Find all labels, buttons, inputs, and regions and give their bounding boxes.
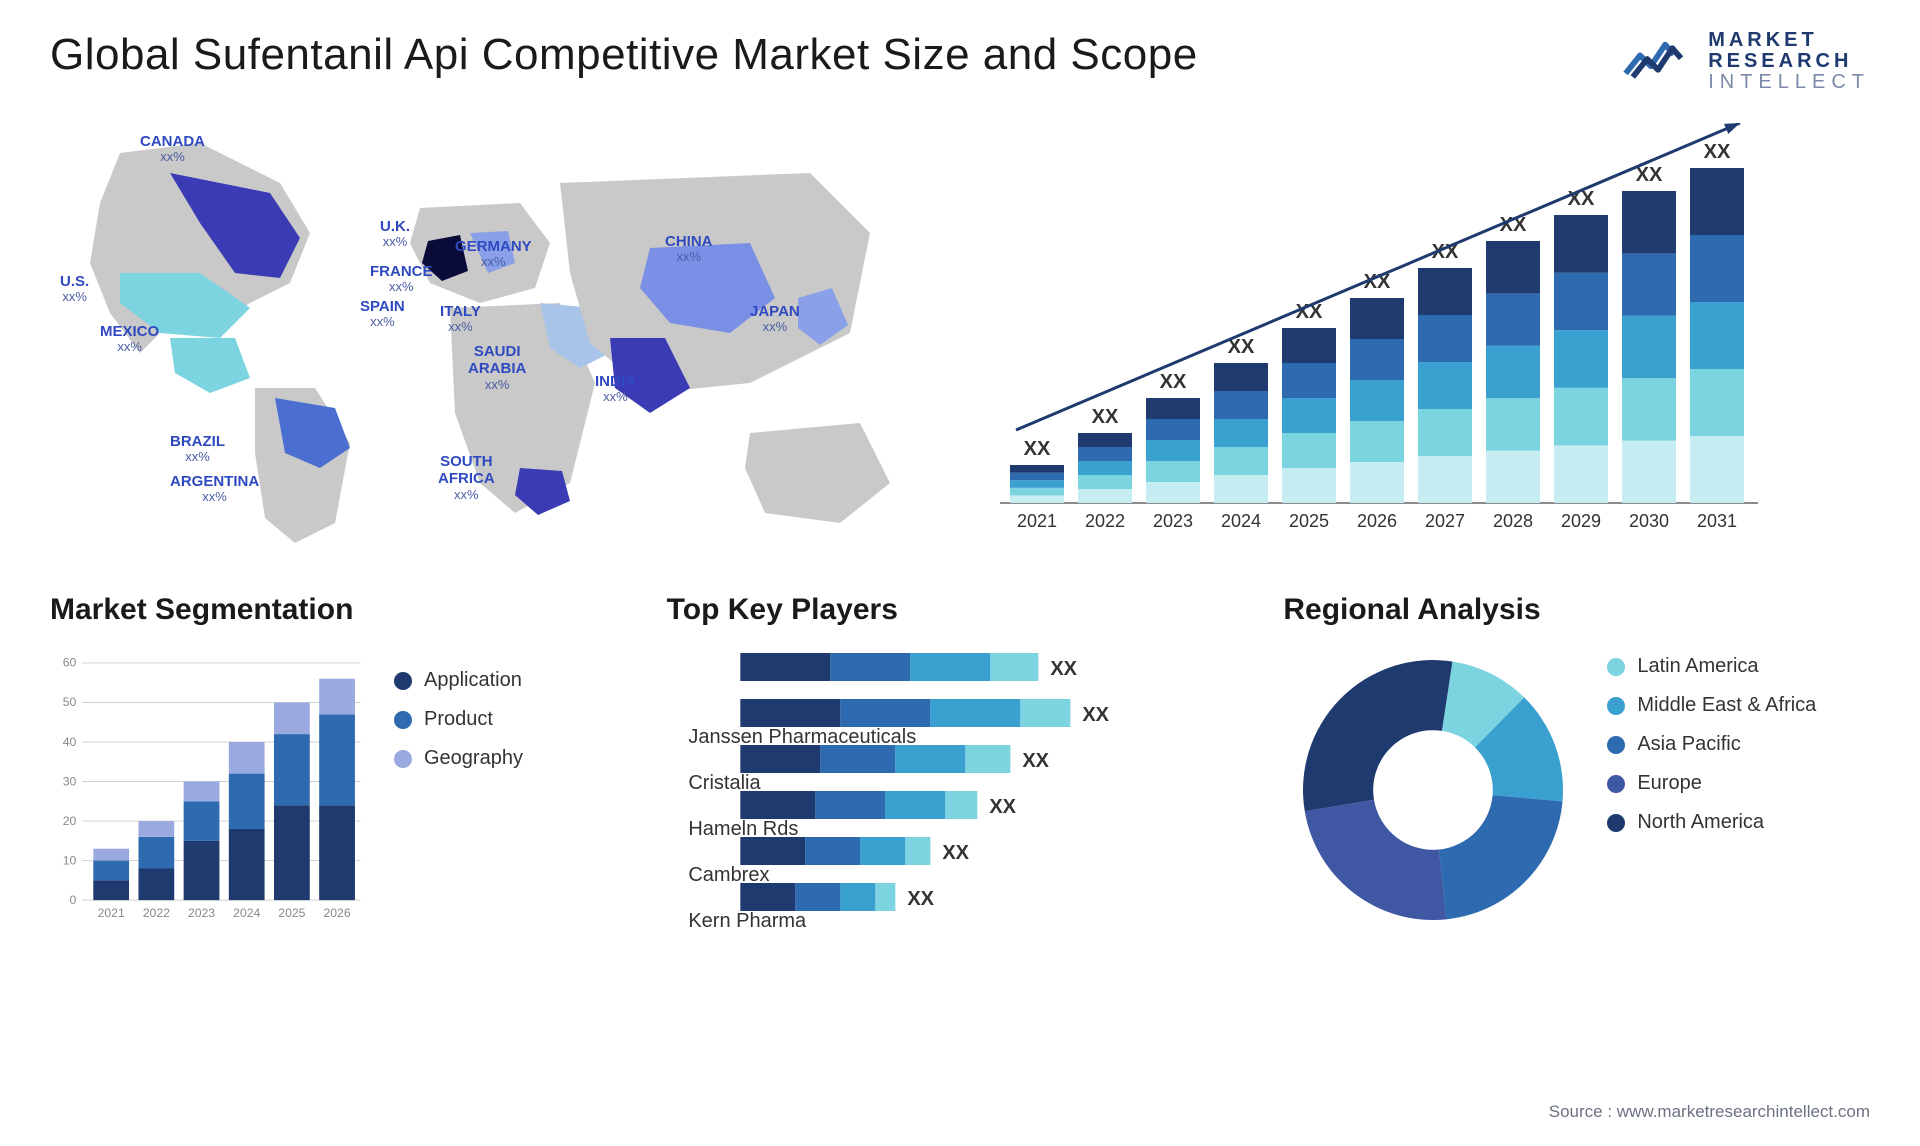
svg-text:2029: 2029	[1561, 511, 1601, 531]
svg-text:2025: 2025	[1289, 511, 1329, 531]
svg-text:2023: 2023	[188, 906, 215, 920]
legend-item: Asia Pacific	[1607, 733, 1816, 756]
svg-text:2021: 2021	[1017, 511, 1057, 531]
svg-text:XX: XX	[907, 888, 934, 910]
svg-text:XX: XX	[1050, 658, 1077, 680]
svg-text:2022: 2022	[143, 906, 170, 920]
map-label: JAPANxx%	[750, 303, 800, 335]
regional-legend: Latin America Middle East & Africa Asia Pa…	[1607, 645, 1816, 935]
svg-text:2023: 2023	[1153, 511, 1193, 531]
svg-text:30: 30	[63, 774, 77, 788]
svg-text:Cristalia: Cristalia	[688, 772, 761, 794]
svg-text:XX: XX	[1160, 371, 1187, 393]
svg-text:Cambrex: Cambrex	[688, 864, 769, 886]
legend-item: Middle East & Africa	[1607, 694, 1816, 717]
key-players-panel: Top Key Players XX XX Janssen Pharmaceutic…	[667, 593, 1254, 935]
map-label: SOUTHAFRICAxx%	[438, 453, 495, 502]
svg-text:0: 0	[70, 893, 77, 907]
forecast-chart: 2021 XX 2022 XX 2023 XX 2024 XX 2025 XX 2026 XX 2027…	[970, 123, 1870, 553]
svg-text:XX: XX	[1092, 406, 1119, 428]
key-players-title: Top Key Players	[667, 593, 1254, 627]
segmentation-title: Market Segmentation	[50, 593, 637, 627]
map-label: ITALYxx%	[440, 303, 481, 335]
legend-item: North America	[1607, 811, 1816, 834]
svg-text:XX: XX	[1636, 164, 1663, 186]
svg-text:40: 40	[63, 735, 77, 749]
svg-text:Janssen Pharmaceuticals: Janssen Pharmaceuticals	[688, 726, 916, 748]
svg-text:2024: 2024	[1221, 511, 1261, 531]
logo-text-line3: INTELLECT	[1708, 72, 1870, 93]
map-label: GERMANYxx%	[455, 238, 532, 270]
svg-text:60: 60	[63, 656, 77, 670]
svg-text:50: 50	[63, 695, 77, 709]
segmentation-legend: Application Product Geography	[394, 645, 523, 935]
svg-text:XX: XX	[1024, 438, 1051, 460]
brand-logo: MARKET RESEARCH INTELLECT	[1622, 30, 1870, 93]
legend-item: Latin America	[1607, 655, 1816, 678]
legend-item: Europe	[1607, 772, 1816, 795]
logo-text-line2: RESEARCH	[1708, 51, 1870, 72]
map-label: ARGENTINAxx%	[170, 473, 259, 505]
svg-text:2022: 2022	[1085, 511, 1125, 531]
svg-text:2028: 2028	[1493, 511, 1533, 531]
svg-text:XX: XX	[989, 796, 1016, 818]
page-title: Global Sufentanil Api Competitive Market…	[50, 30, 1198, 80]
svg-text:2025: 2025	[278, 906, 305, 920]
segmentation-chart: 0 10 20 30 40 50 60 2021 2022 2023 2024 2025 2026	[50, 645, 370, 935]
regional-title: Regional Analysis	[1283, 593, 1870, 627]
map-label: SPAINxx%	[360, 298, 405, 330]
svg-text:XX: XX	[1082, 704, 1109, 726]
svg-text:Hameln Rds: Hameln Rds	[688, 818, 798, 840]
map-label: CANADAxx%	[140, 133, 205, 165]
map-label: CHINAxx%	[665, 233, 713, 265]
regional-panel: Regional Analysis Latin America Middle Ea…	[1283, 593, 1870, 935]
map-label: BRAZILxx%	[170, 433, 225, 465]
map-label: FRANCExx%	[370, 263, 433, 295]
svg-text:2026: 2026	[1357, 511, 1397, 531]
svg-text:XX: XX	[942, 842, 969, 864]
regional-donut	[1283, 645, 1583, 935]
svg-text:Kern Pharma: Kern Pharma	[688, 910, 807, 932]
map-label: SAUDIARABIAxx%	[468, 343, 526, 392]
map-label: U.S.xx%	[60, 273, 89, 305]
logo-mark-icon	[1622, 35, 1694, 88]
svg-text:XX: XX	[1704, 141, 1731, 163]
svg-text:10: 10	[63, 853, 77, 867]
svg-text:20: 20	[63, 814, 77, 828]
map-label: U.K.xx%	[380, 218, 410, 250]
map-label: MEXICOxx%	[100, 323, 159, 355]
svg-text:XX: XX	[1500, 214, 1527, 236]
legend-item: Geography	[394, 747, 523, 770]
legend-item: Application	[394, 669, 523, 692]
svg-text:2021: 2021	[98, 906, 125, 920]
source-attribution: Source : www.marketresearchintellect.com	[1549, 1102, 1870, 1122]
world-map: CANADAxx% U.S.xx% MEXICOxx% BRAZILxx% ARGENT…	[50, 123, 930, 553]
svg-text:2030: 2030	[1629, 511, 1669, 531]
map-label: INDIAxx%	[595, 373, 636, 405]
svg-text:XX: XX	[1022, 750, 1049, 772]
logo-text-line1: MARKET	[1708, 30, 1870, 51]
segmentation-panel: Market Segmentation 0 10 20 30 40 50 60 2021 202…	[50, 593, 637, 935]
legend-item: Product	[394, 708, 523, 731]
svg-text:2031: 2031	[1697, 511, 1737, 531]
svg-text:2027: 2027	[1425, 511, 1465, 531]
svg-text:2026: 2026	[323, 906, 350, 920]
svg-text:2024: 2024	[233, 906, 260, 920]
key-players-chart: XX XX Janssen Pharmaceuticals XX Cristalia XX…	[667, 645, 1254, 935]
